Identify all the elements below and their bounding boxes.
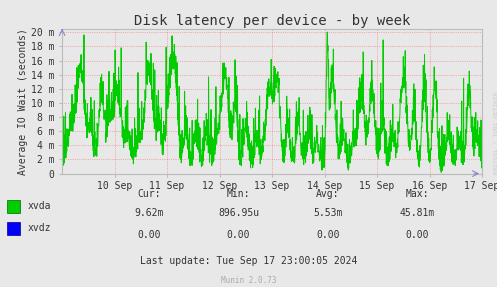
- Text: xvda: xvda: [27, 201, 51, 211]
- Text: 0.00: 0.00: [137, 230, 161, 240]
- Bar: [7, 200, 20, 213]
- Text: 0.00: 0.00: [316, 230, 340, 240]
- Text: Last update: Tue Sep 17 23:00:05 2024: Last update: Tue Sep 17 23:00:05 2024: [140, 256, 357, 266]
- Text: Munin 2.0.73: Munin 2.0.73: [221, 276, 276, 285]
- Text: Max:: Max:: [406, 189, 429, 199]
- Text: 0.00: 0.00: [227, 230, 250, 240]
- Text: 9.62m: 9.62m: [134, 208, 164, 218]
- Bar: [7, 222, 20, 235]
- Text: xvdz: xvdz: [27, 223, 51, 233]
- Y-axis label: Average IO Wait (seconds): Average IO Wait (seconds): [18, 28, 28, 174]
- Text: 5.53m: 5.53m: [313, 208, 343, 218]
- Text: RRDTOOL / TOBI OETIKER: RRDTOOL / TOBI OETIKER: [493, 92, 497, 174]
- Text: Avg:: Avg:: [316, 189, 340, 199]
- Text: 0.00: 0.00: [406, 230, 429, 240]
- Text: 45.81m: 45.81m: [400, 208, 435, 218]
- Text: Min:: Min:: [227, 189, 250, 199]
- Text: 896.95u: 896.95u: [218, 208, 259, 218]
- Text: Cur:: Cur:: [137, 189, 161, 199]
- Title: Disk latency per device - by week: Disk latency per device - by week: [134, 13, 411, 28]
